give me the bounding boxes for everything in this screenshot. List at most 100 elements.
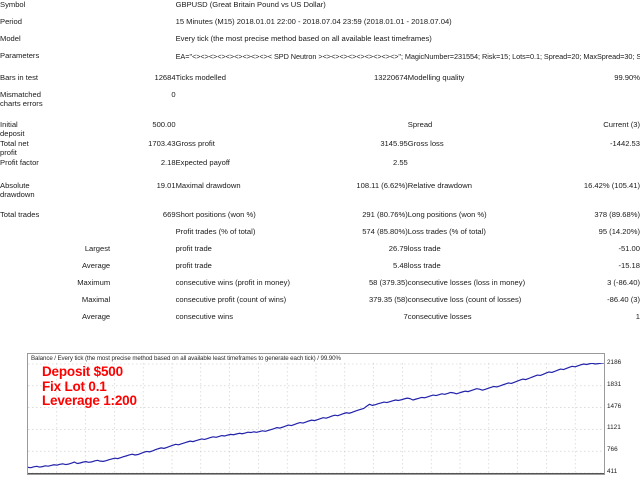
y-axis-tick-label: 1121 (607, 424, 621, 432)
bars-in-test-label: Bars in test (0, 73, 38, 83)
table-row-total-net-profit: Total net profit 1703.43 Gross profit 31… (0, 139, 640, 158)
average-profit-trade-value: 5.48 (393, 261, 408, 271)
average-empty-value (113, 261, 175, 278)
average-label: Average (82, 261, 111, 271)
parameters-spacer (113, 51, 175, 62)
balance-chart-panel: Balance / Every tick (the most precise m… (27, 353, 605, 475)
modelling-quality-value: 99.90% (614, 73, 640, 83)
y-axis-tick-label: 411 (607, 468, 618, 475)
largest-label: Largest (84, 244, 111, 254)
total-trades-label: Total trades (0, 210, 40, 220)
short-positions-label: Short positions (won %) (175, 210, 256, 220)
parameters-value: EA="<><><><><><><><><>< SPD Neutron ><><… (175, 52, 640, 61)
short-positions-value: 291 (80.76%) (362, 210, 408, 220)
relative-drawdown-label: Relative drawdown (407, 180, 472, 190)
maximal-consecutive-loss-value: -86.40 (3) (607, 295, 640, 305)
profit-factor-mid2-empty (408, 158, 524, 175)
initial-deposit-label-text: Initial deposit (0, 119, 25, 139)
max-consecutive-losses-value: 3 (-86.40) (607, 278, 640, 288)
model-label: Model (0, 34, 21, 43)
maximal-consecutive-loss-label: consecutive loss (count of losses) (407, 295, 522, 305)
y-axis-tick-label: 2186 (607, 359, 622, 366)
average-loss-trade-label: loss trade (407, 261, 441, 271)
period-spacer (113, 17, 175, 34)
table-row-average-consecutive: Average consecutive wins 7 consecutive l… (0, 312, 640, 329)
average2-empty-value (113, 312, 175, 329)
table-row-symbol: Symbol GBPUSD (Great Britain Pound vs US… (0, 0, 640, 17)
annotation-leverage: Leverage 1:200 (42, 393, 137, 409)
profit-trades-label: Profit trades (% of total) (175, 227, 256, 237)
spread-value: Current (3) (603, 119, 640, 129)
mismatched-mid2-empty (408, 90, 524, 109)
table-row-maximum: Maximum consecutive wins (profit in mone… (0, 278, 640, 295)
relative-drawdown-value: 16.42% (105.41) (583, 180, 640, 190)
max-consecutive-wins-label: consecutive wins (profit in money) (175, 278, 290, 288)
spacer-row-4 (0, 199, 640, 210)
average-profit-trade-label: profit trade (175, 261, 212, 271)
chart-y-axis: 411 766 1121 1476 1831 2186 (607, 353, 640, 475)
table-row-total-trades: Total trades 669 Short positions (won %)… (0, 210, 640, 227)
loss-trades-value: 95 (14.20%) (598, 227, 640, 237)
profit-trades-empty-value (113, 227, 175, 244)
maximal-drawdown-label: Maximal drawdown (175, 180, 241, 190)
y-axis-tick-label: 766 (607, 446, 618, 454)
largest-empty-value (113, 244, 175, 261)
largest-profit-trade-label: profit trade (175, 244, 212, 254)
loss-trades-label: Loss trades (% of total) (407, 227, 486, 237)
max-consecutive-losses-label: consecutive losses (loss in money) (407, 278, 526, 288)
gross-loss-label: Gross loss (407, 138, 444, 148)
chart-title: Balance / Every tick (the most precise m… (31, 355, 341, 362)
annotation-fix-lot: Fix Lot 0.1 (42, 378, 107, 394)
avg-consecutive-losses-value: 1 (635, 312, 640, 322)
profit-factor-value: 2.18 (160, 157, 176, 167)
symbol-spacer (113, 0, 175, 17)
expected-payoff-value: 2.55 (393, 157, 408, 167)
spacer-row-1 (0, 62, 640, 73)
total-trades-value: 669 (162, 210, 176, 220)
total-net-profit-value: 1703.43 (148, 138, 176, 148)
avg-consecutive-losses-label: consecutive losses (407, 312, 472, 322)
profit-trades-empty-label (0, 227, 113, 244)
initial-deposit-mid-empty (176, 120, 292, 139)
y-axis-tick-label: 1476 (607, 402, 622, 410)
model-value: Every tick (the most precise method base… (175, 34, 432, 43)
initial-deposit-val2-empty (292, 120, 408, 139)
long-positions-label: Long positions (won %) (407, 210, 487, 220)
absolute-drawdown-label-text: Absolute drawdown (0, 180, 35, 199)
table-row-parameters: Parameters EA="<><><><><><><><><>< SPD N… (0, 51, 640, 62)
gross-profit-value: 3145.95 (380, 138, 408, 148)
profit-trades-value: 574 (85.80%) (362, 227, 408, 237)
maximal-empty-value (113, 295, 175, 312)
maximal-consecutive-profit-label: consecutive profit (count of wins) (175, 295, 287, 305)
average2-label: Average (82, 312, 111, 322)
table-row-model: Model Every tick (the most precise metho… (0, 34, 640, 51)
average-loss-trade-value: -15.18 (618, 261, 640, 271)
mismatched-errors-label: Mismatched charts errors (0, 90, 113, 109)
period-label: Period (0, 17, 22, 26)
gross-loss-value: -1442.53 (610, 138, 640, 148)
ticks-modelled-value: 13220674 (373, 73, 408, 83)
balance-equity-curve (28, 363, 604, 474)
profit-factor-label: Profit factor (0, 157, 39, 167)
symbol-value: GBPUSD (Great Britain Pound vs US Dollar… (175, 0, 326, 9)
model-spacer (113, 34, 175, 51)
largest-profit-trade-value: 26.79 (388, 244, 408, 254)
gross-profit-label: Gross profit (175, 138, 215, 148)
largest-loss-trade-label: loss trade (407, 244, 441, 254)
maximal-consecutive-profit-value: 379.35 (58) (368, 295, 408, 305)
table-row-bars-in-test: Bars in test 12684 Ticks modelled 132206… (0, 73, 640, 90)
long-positions-value: 378 (89.68%) (594, 210, 640, 220)
ticks-modelled-label: Ticks modelled (175, 73, 226, 83)
report-table: Symbol GBPUSD (Great Britain Pound vs US… (0, 0, 640, 329)
initial-deposit-label: Initial deposit (0, 120, 113, 139)
table-row-maximal: Maximal consecutive profit (count of win… (0, 295, 640, 312)
table-row-absolute-drawdown: Absolute drawdown 19.01 Maximal drawdown… (0, 181, 640, 200)
mismatched-mid-empty (176, 90, 292, 109)
table-row-profit-trades: Profit trades (% of total) 574 (85.80%) … (0, 227, 640, 244)
table-row-period: Period 15 Minutes (M15) 2018.01.01 22:00… (0, 17, 640, 34)
expected-payoff-label: Expected payoff (175, 157, 230, 167)
maximal-label: Maximal (81, 295, 111, 305)
maximal-drawdown-value: 108.11 (6.62%) (356, 180, 408, 190)
mismatched-val3-empty (524, 90, 640, 109)
modelling-quality-label: Modelling quality (407, 73, 465, 83)
